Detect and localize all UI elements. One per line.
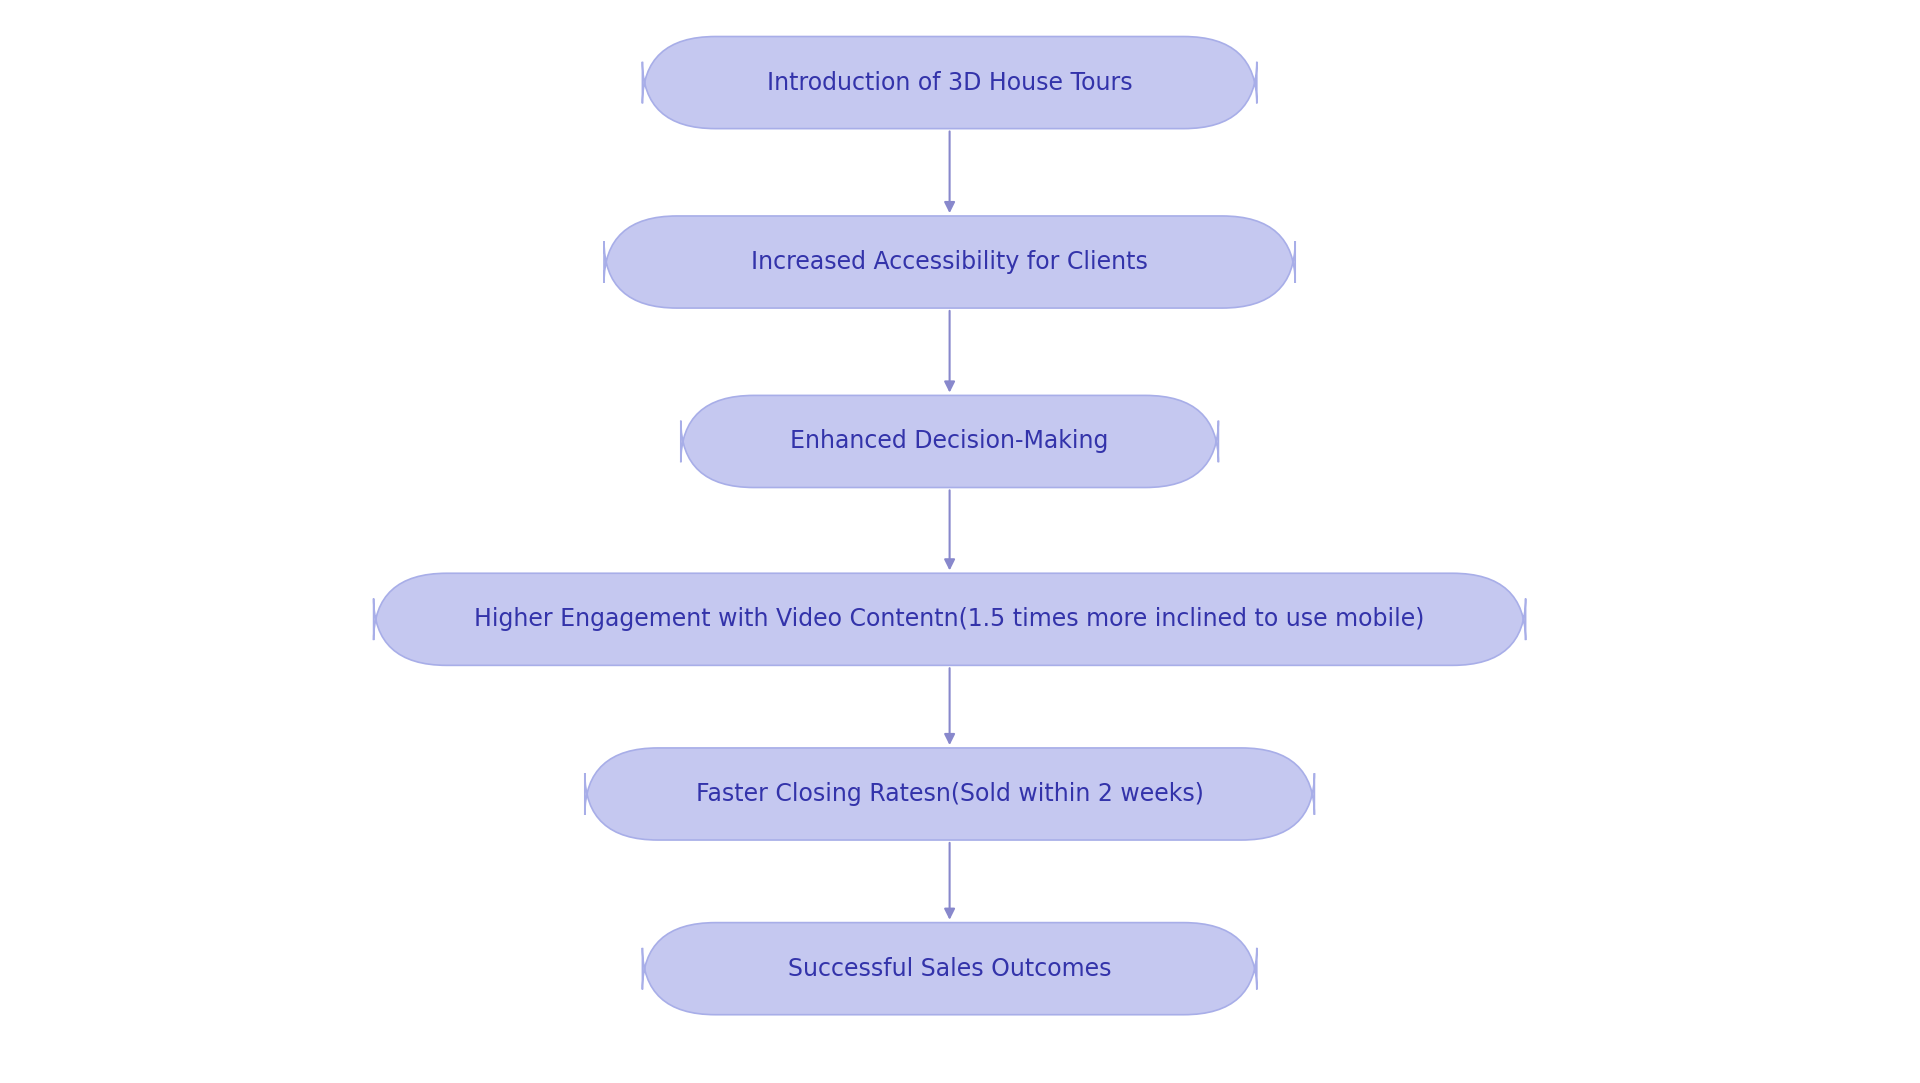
FancyBboxPatch shape	[605, 216, 1296, 308]
FancyBboxPatch shape	[586, 748, 1315, 840]
Text: Successful Sales Outcomes: Successful Sales Outcomes	[787, 956, 1112, 981]
FancyBboxPatch shape	[643, 923, 1258, 1015]
Text: Enhanced Decision-Making: Enhanced Decision-Making	[791, 430, 1108, 454]
Text: Higher Engagement with Video Contentn(1.5 times more inclined to use mobile): Higher Engagement with Video Contentn(1.…	[474, 608, 1425, 631]
FancyBboxPatch shape	[682, 395, 1219, 487]
Text: Introduction of 3D House Tours: Introduction of 3D House Tours	[766, 70, 1133, 94]
Text: Faster Closing Ratesn(Sold within 2 weeks): Faster Closing Ratesn(Sold within 2 week…	[695, 782, 1204, 806]
FancyBboxPatch shape	[374, 573, 1526, 665]
FancyBboxPatch shape	[643, 37, 1258, 129]
Text: Increased Accessibility for Clients: Increased Accessibility for Clients	[751, 250, 1148, 274]
